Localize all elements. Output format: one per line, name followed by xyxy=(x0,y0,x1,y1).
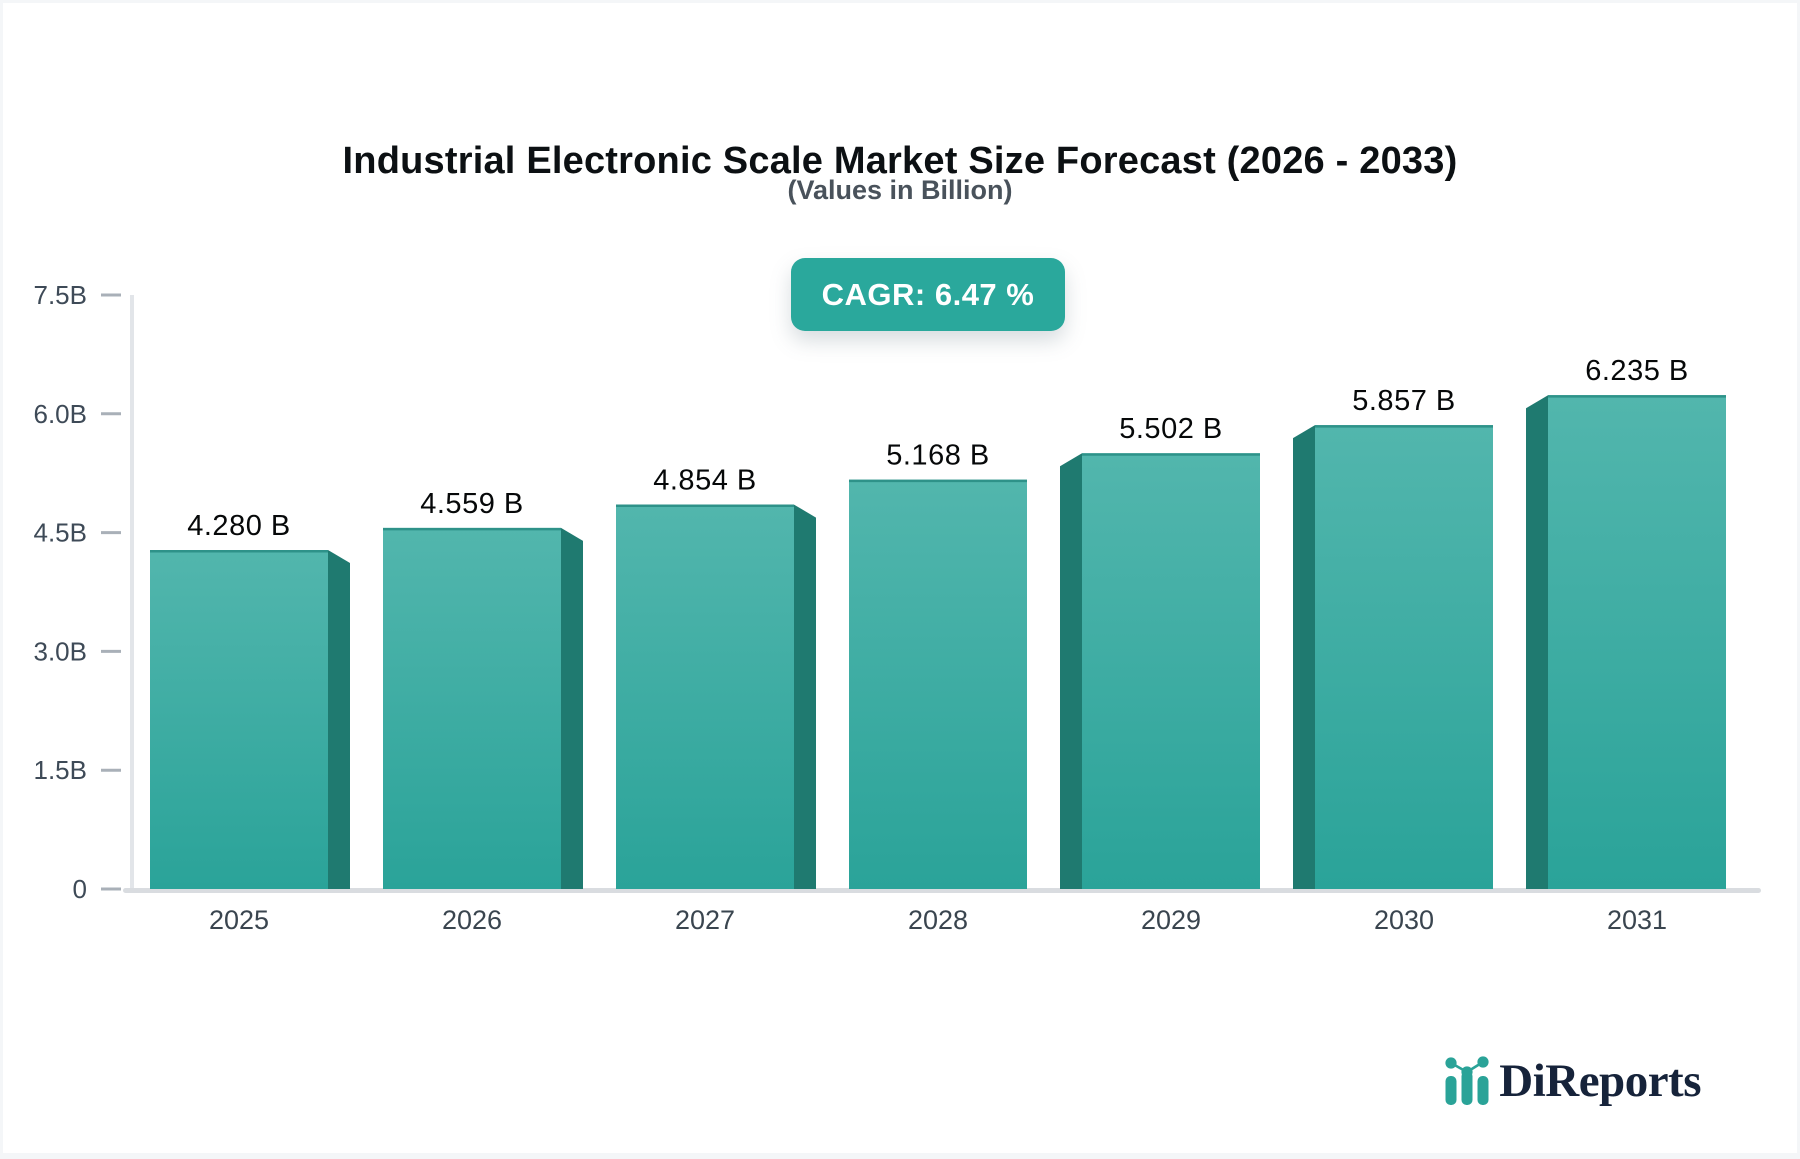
bar-front-face xyxy=(1315,425,1493,889)
bar-value-label: 6.235 B xyxy=(1585,355,1688,387)
bar-front-face xyxy=(150,550,328,889)
x-axis-category-label: 2028 xyxy=(908,905,968,935)
x-axis-category-label: 2027 xyxy=(675,905,735,935)
chart-card: Industrial Electronic Scale Market Size … xyxy=(3,3,1797,1153)
bar-side-face xyxy=(794,505,816,889)
bar-side-face xyxy=(1060,453,1082,889)
bar-front-face xyxy=(383,528,561,889)
y-axis-tick-label: 7.5B xyxy=(34,280,88,310)
bar-2031: 6.235 B 2031 xyxy=(1526,355,1726,935)
y-axis-tick-label: 3.0B xyxy=(34,636,88,666)
bar-2029: 5.502 B 2029 xyxy=(1060,413,1260,935)
bar-front-face xyxy=(1548,395,1726,889)
bar-chart: 0 1.5B 3.0B 4.5B 6.0B 7.5B 4.280 B 2025 4.559 B 2… xyxy=(3,3,1800,1159)
bar-side-face xyxy=(1293,425,1315,889)
x-axis-category-label: 2030 xyxy=(1374,905,1434,935)
x-axis-category-label: 2031 xyxy=(1607,905,1667,935)
bar-side-face xyxy=(561,528,583,889)
bar-front-face xyxy=(616,505,794,889)
bar-value-label: 5.502 B xyxy=(1119,413,1222,445)
bar-side-face xyxy=(328,550,350,889)
bar-front-face xyxy=(1082,453,1260,889)
direports-logo-text: DiReports xyxy=(1499,1058,1701,1105)
y-axis-tick-label: 1.5B xyxy=(34,755,88,785)
bar-2028: 5.168 B 2028 xyxy=(849,440,1027,935)
bar-2030: 5.857 B 2030 xyxy=(1293,385,1493,935)
bar-front-face xyxy=(849,480,1027,889)
brand-logo: DiReports xyxy=(1444,1054,1701,1105)
bar-value-label: 5.168 B xyxy=(886,440,989,472)
bar-value-label: 4.854 B xyxy=(653,465,756,497)
bar-2027: 4.854 B 2027 xyxy=(616,465,816,935)
bar-side-face xyxy=(1526,395,1548,889)
y-axis-tick-label: 6.0B xyxy=(34,399,88,429)
bar-value-label: 5.857 B xyxy=(1352,385,1455,417)
bar-value-label: 4.280 B xyxy=(187,510,290,542)
direports-logo-icon xyxy=(1444,1054,1491,1105)
x-axis-category-label: 2025 xyxy=(209,905,269,935)
bar-2025: 4.280 B 2025 xyxy=(150,510,350,935)
y-axis-tick-label: 4.5B xyxy=(34,518,88,548)
bar-2026: 4.559 B 2026 xyxy=(383,488,583,935)
x-axis-category-label: 2026 xyxy=(442,905,502,935)
y-axis-tick-label: 0 xyxy=(73,874,87,904)
x-axis-category-label: 2029 xyxy=(1141,905,1201,935)
bar-value-label: 4.559 B xyxy=(420,488,523,520)
